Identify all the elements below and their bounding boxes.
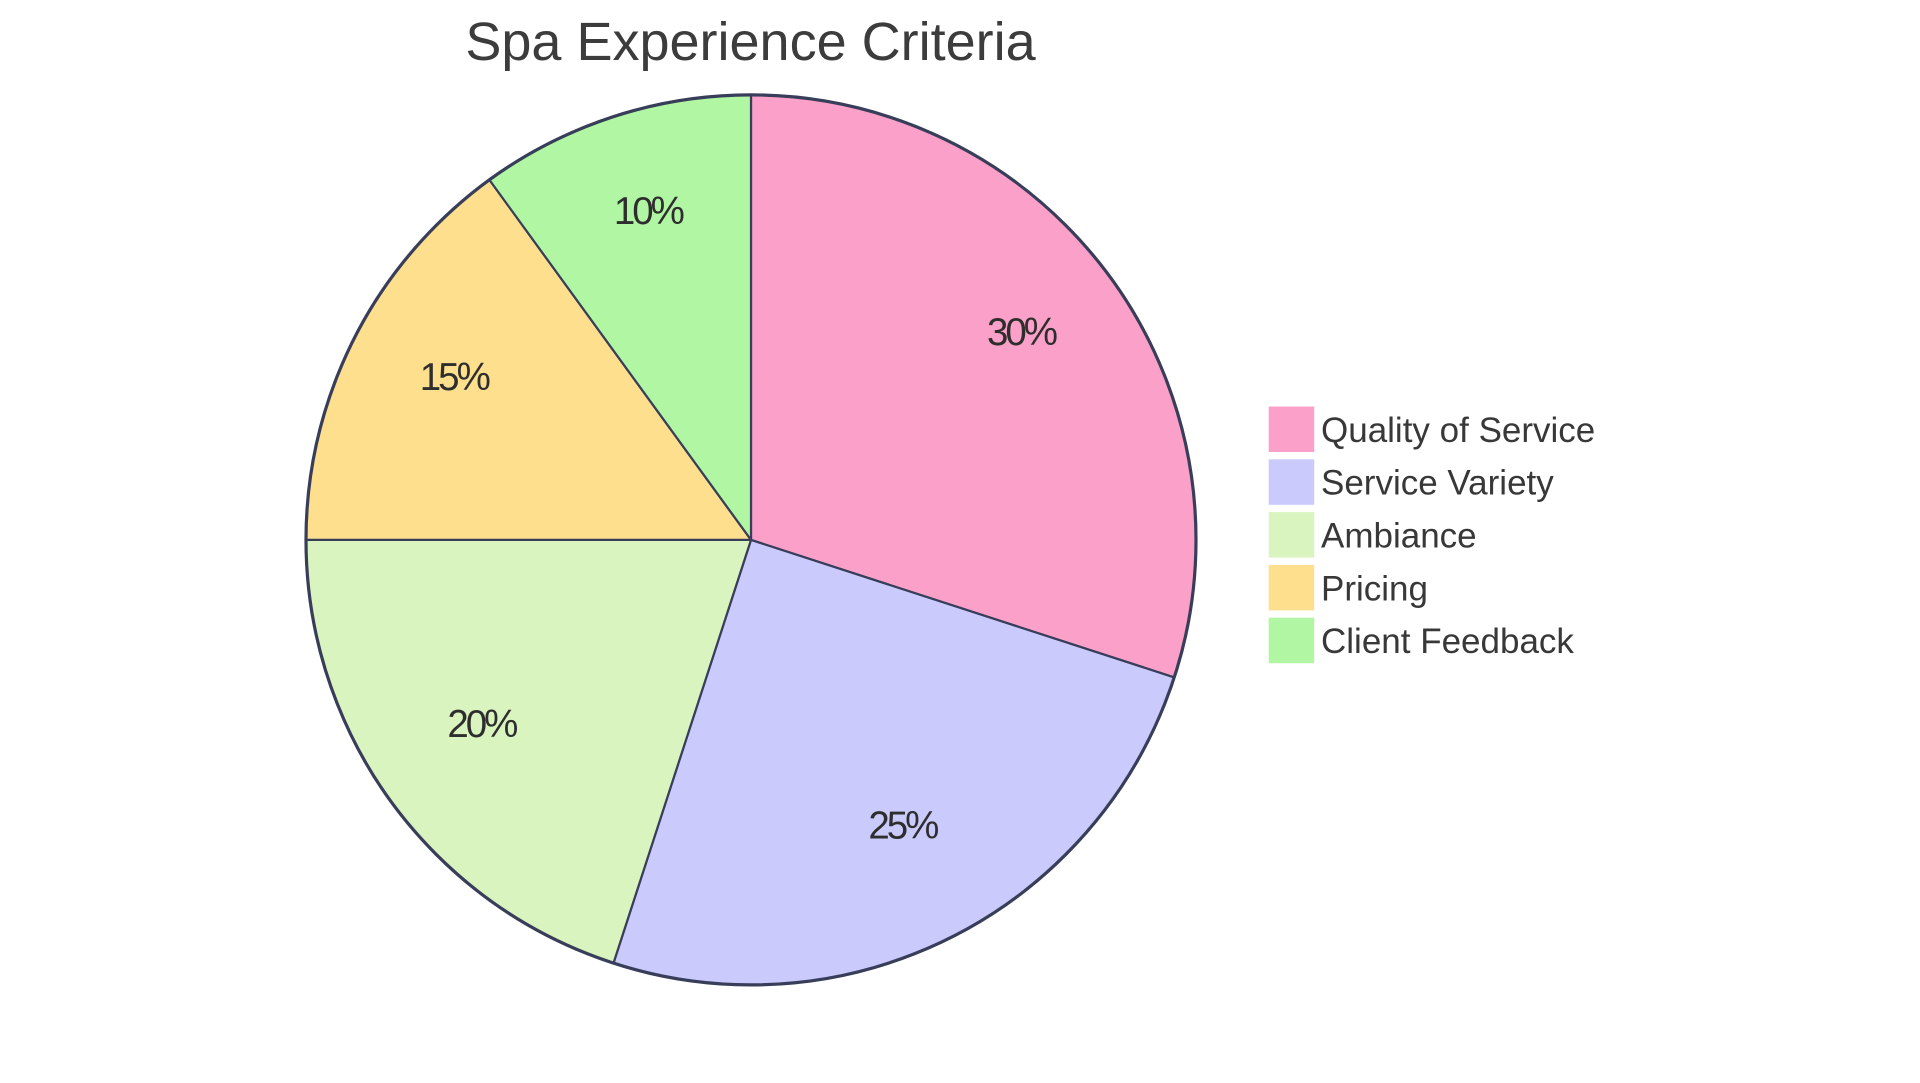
- svg-text:Pricing: Pricing: [1321, 569, 1428, 608]
- svg-text:Service Variety: Service Variety: [1321, 464, 1554, 503]
- svg-text:30%: 30%: [987, 311, 1057, 354]
- svg-text:20%: 20%: [447, 703, 517, 746]
- svg-text:Ambiance: Ambiance: [1321, 517, 1477, 556]
- svg-text:Client Feedback: Client Feedback: [1321, 622, 1574, 661]
- svg-text:25%: 25%: [868, 804, 938, 847]
- svg-text:10%: 10%: [614, 190, 684, 233]
- svg-text:Spa Experience Criteria: Spa Experience Criteria: [465, 12, 1036, 72]
- svg-text:Quality of Service: Quality of Service: [1321, 411, 1595, 450]
- svg-text:15%: 15%: [420, 356, 490, 399]
